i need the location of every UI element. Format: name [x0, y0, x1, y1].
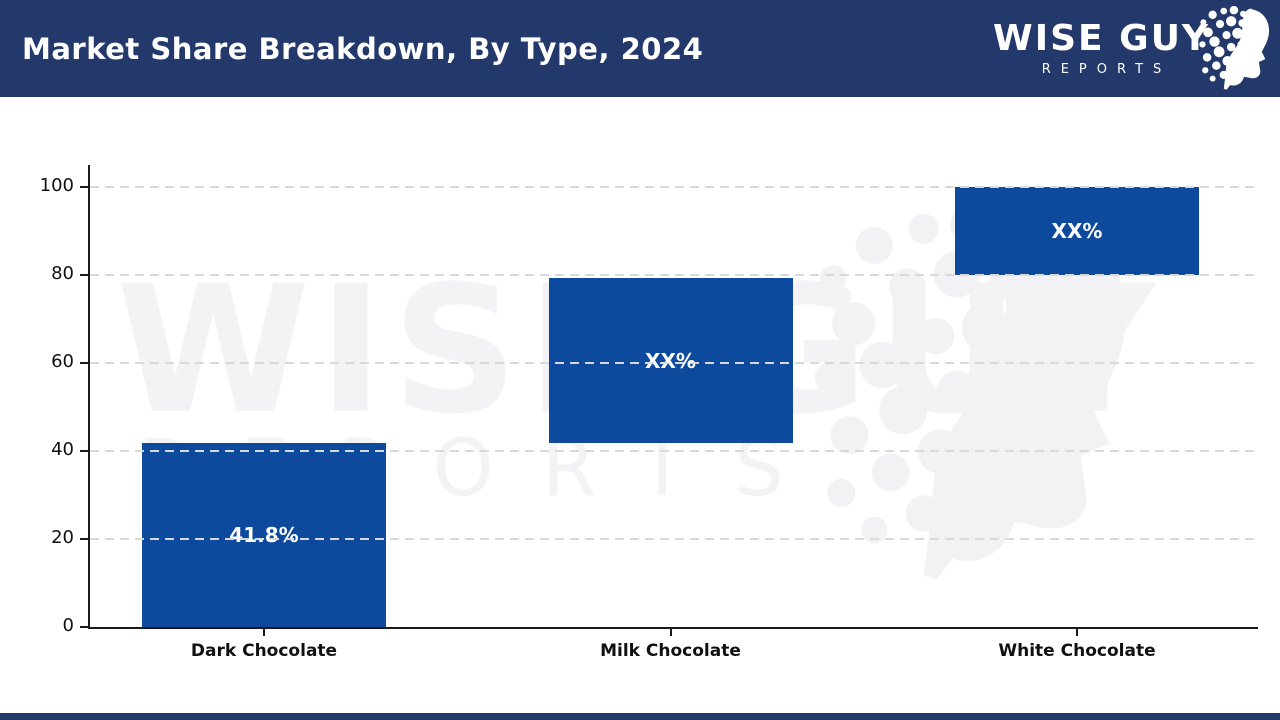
y-tick-mark-80: [80, 274, 88, 276]
x-axis-label-dark-chocolate: Dark Chocolate: [190, 641, 338, 661]
logo-wordmark-line2: REPORTS: [1041, 61, 1172, 77]
logo-wordmark: WISE GUY REPORTS: [992, 17, 1210, 77]
bar-value-label-dark-chocolate: 41.8%: [229, 523, 299, 548]
y-tick-label-80: 80: [51, 263, 74, 284]
y-tick-mark-40: [80, 450, 88, 452]
x-tick-mark-milk-chocolate: [669, 629, 672, 636]
gridline-20: [90, 538, 1258, 540]
wiseguy-logo: WISE GUY REPORTS: [992, 5, 1270, 92]
gridline-80: [90, 274, 1258, 276]
logo-wordmark-line1: WISE GUY: [992, 17, 1210, 59]
footer-bar: [0, 713, 1280, 720]
x-axis-spine: [88, 627, 1258, 629]
bar-value-label-white-chocolate: XX%: [1051, 219, 1103, 243]
bar-dark-chocolate: 41.8%: [142, 443, 386, 627]
page-title: Market Share Breakdown, By Type, 2024: [22, 31, 704, 66]
y-tick-mark-20: [80, 538, 88, 540]
y-tick-label-20: 20: [51, 527, 74, 548]
bar-milk-chocolate: XX%: [548, 278, 793, 444]
y-tick-mark-0: [80, 626, 88, 628]
y-tick-label-60: 60: [51, 351, 74, 372]
y-tick-mark-100: [80, 186, 88, 188]
y-tick-label-0: 0: [62, 615, 74, 636]
y-tick-label-40: 40: [51, 439, 74, 460]
y-tick-mark-60: [80, 362, 88, 364]
x-axis-label-white-chocolate: White Chocolate: [998, 641, 1156, 661]
x-tick-mark-dark-chocolate: [263, 629, 265, 636]
y-axis-spine: [88, 165, 90, 629]
gridline-40: [90, 450, 1258, 452]
x-tick-mark-white-chocolate: [1076, 629, 1078, 636]
bar-value-label-milk-chocolate: XX%: [645, 348, 696, 373]
x-axis-label-milk-chocolate: Milk Chocolate: [600, 641, 741, 661]
gridline-100: [90, 186, 1258, 188]
bar-white-chocolate: XX%: [955, 187, 1199, 275]
y-tick-label-100: 100: [39, 175, 74, 196]
header: Market Share Breakdown, By Type, 2024 WI…: [0, 0, 1280, 97]
gridline-60: [90, 362, 1258, 364]
